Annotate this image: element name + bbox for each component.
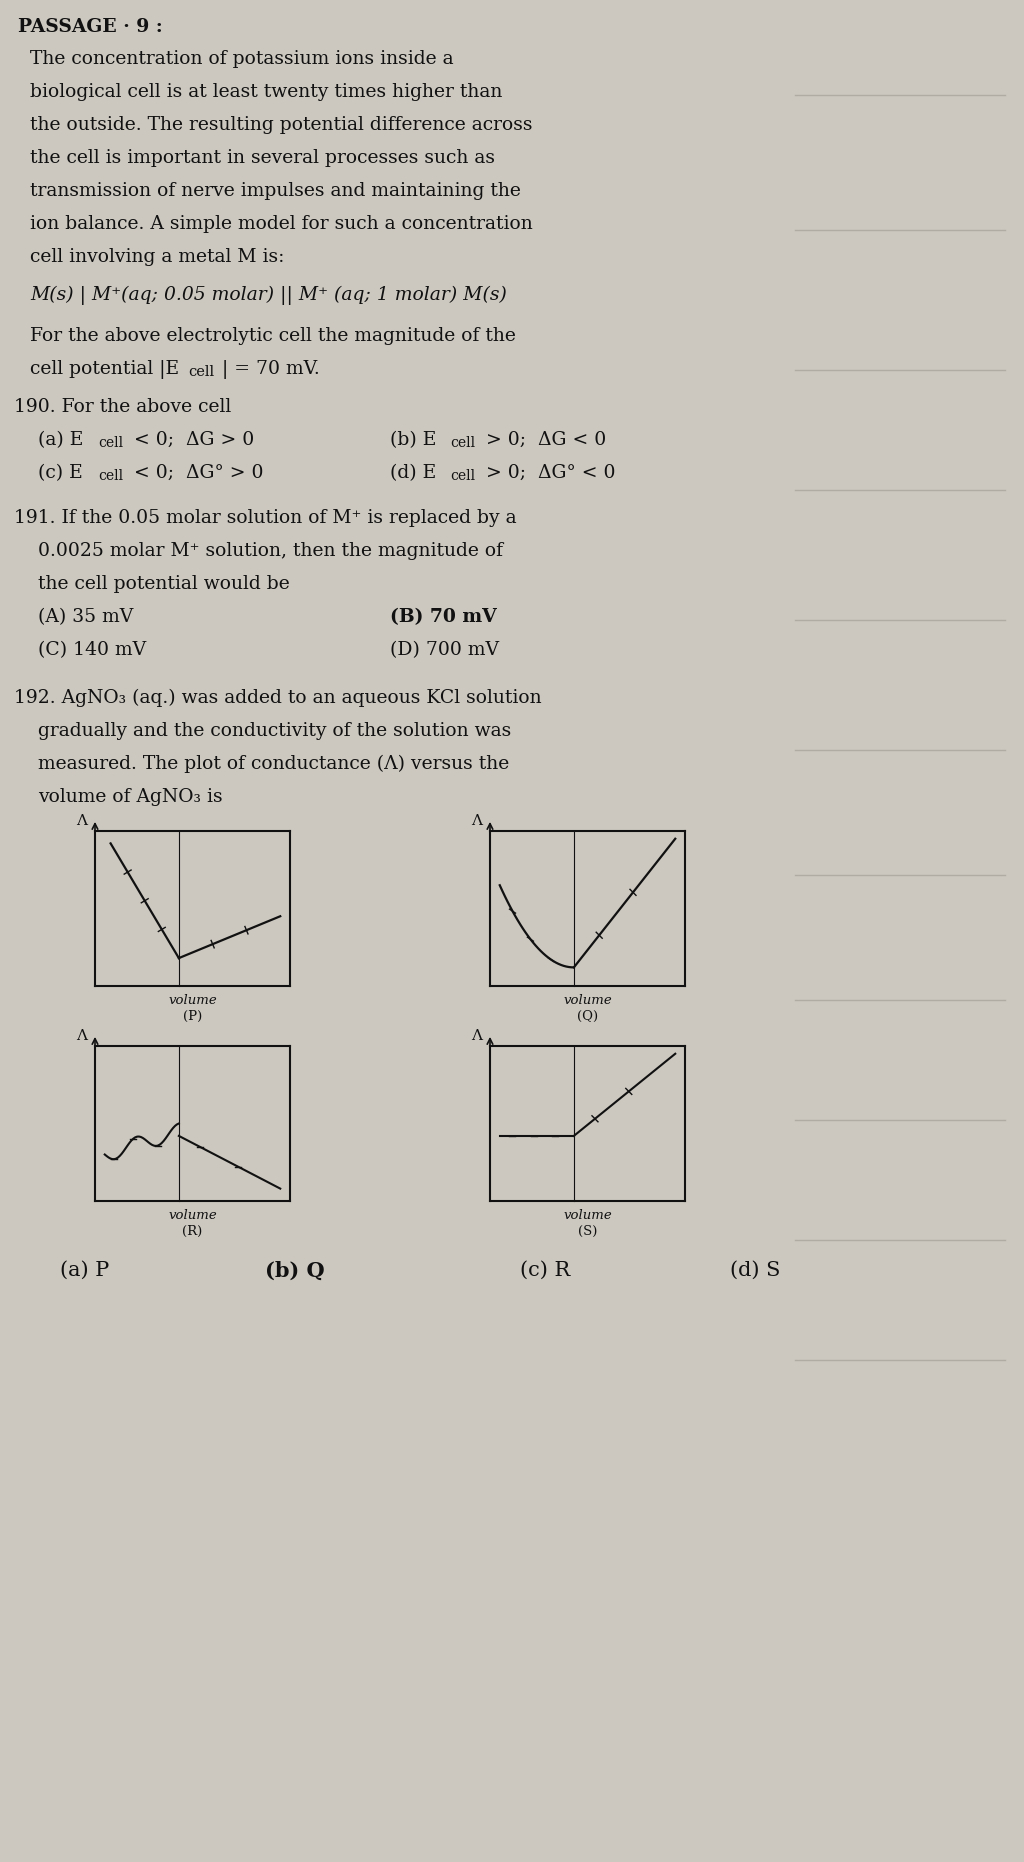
Text: > 0;  ΔG < 0: > 0; ΔG < 0 xyxy=(480,430,606,449)
Text: measured. The plot of conductance (Λ) versus the: measured. The plot of conductance (Λ) ve… xyxy=(38,754,509,773)
Text: | = 70 mV.: | = 70 mV. xyxy=(222,359,319,380)
Text: ion balance. A simple model for such a concentration: ion balance. A simple model for such a c… xyxy=(30,214,532,233)
Text: (P): (P) xyxy=(183,1009,202,1022)
Text: < 0;  ΔG° > 0: < 0; ΔG° > 0 xyxy=(128,464,263,482)
Text: (d) S: (d) S xyxy=(730,1261,780,1279)
Text: The concentration of potassium ions inside a: The concentration of potassium ions insi… xyxy=(30,50,454,69)
Text: 0.0025 molar M⁺ solution, then the magnitude of: 0.0025 molar M⁺ solution, then the magni… xyxy=(38,542,503,560)
Text: 192. AgNO₃ (aq.) was added to an aqueous KCl solution: 192. AgNO₃ (aq.) was added to an aqueous… xyxy=(14,689,542,708)
Text: volume: volume xyxy=(563,994,612,1007)
Text: (b) Q: (b) Q xyxy=(265,1261,325,1281)
Text: gradually and the conductivity of the solution was: gradually and the conductivity of the so… xyxy=(38,722,511,739)
Text: Λ: Λ xyxy=(471,814,482,829)
Text: cell: cell xyxy=(450,436,475,451)
Text: cell potential |E: cell potential |E xyxy=(30,359,179,380)
Text: (D) 700 mV: (D) 700 mV xyxy=(390,641,499,659)
Text: cell: cell xyxy=(450,469,475,482)
Text: (b) E: (b) E xyxy=(390,430,436,449)
Text: cell: cell xyxy=(98,436,123,451)
Text: 191. If the 0.05 molar solution of M⁺ is replaced by a: 191. If the 0.05 molar solution of M⁺ is… xyxy=(14,508,517,527)
Text: cell involving a metal M is:: cell involving a metal M is: xyxy=(30,248,285,266)
Text: cell: cell xyxy=(188,365,214,380)
Text: Λ: Λ xyxy=(76,1030,87,1043)
Text: > 0;  ΔG° < 0: > 0; ΔG° < 0 xyxy=(480,464,615,482)
Text: (S): (S) xyxy=(578,1225,597,1238)
Text: (R): (R) xyxy=(182,1225,203,1238)
Text: (a) E: (a) E xyxy=(38,430,83,449)
Text: volume: volume xyxy=(168,994,217,1007)
Text: biological cell is at least twenty times higher than: biological cell is at least twenty times… xyxy=(30,84,503,101)
Text: volume: volume xyxy=(563,1208,612,1221)
Text: 190. For the above cell: 190. For the above cell xyxy=(14,398,231,415)
Text: cell: cell xyxy=(98,469,123,482)
Text: the outside. The resulting potential difference across: the outside. The resulting potential dif… xyxy=(30,115,532,134)
Text: (B) 70 mV: (B) 70 mV xyxy=(390,609,497,626)
Text: Λ: Λ xyxy=(471,1030,482,1043)
Text: Λ: Λ xyxy=(76,814,87,829)
Text: (C) 140 mV: (C) 140 mV xyxy=(38,641,146,659)
Text: the cell potential would be: the cell potential would be xyxy=(38,575,290,592)
Text: the cell is important in several processes such as: the cell is important in several process… xyxy=(30,149,495,168)
Text: (a) P: (a) P xyxy=(60,1261,110,1279)
Text: For the above electrolytic cell the magnitude of the: For the above electrolytic cell the magn… xyxy=(30,328,516,344)
Text: (c) E: (c) E xyxy=(38,464,83,482)
Text: (c) R: (c) R xyxy=(520,1261,570,1279)
Text: (A) 35 mV: (A) 35 mV xyxy=(38,609,133,626)
Text: transmission of nerve impulses and maintaining the: transmission of nerve impulses and maint… xyxy=(30,182,521,199)
Text: M(s) | M⁺(aq; 0.05 molar) || M⁺ (aq; 1 molar) M(s): M(s) | M⁺(aq; 0.05 molar) || M⁺ (aq; 1 m… xyxy=(30,287,507,305)
Text: (d) E: (d) E xyxy=(390,464,436,482)
Text: volume of AgNO₃ is: volume of AgNO₃ is xyxy=(38,788,222,806)
Text: PASSAGE · 9 :: PASSAGE · 9 : xyxy=(18,19,163,35)
Text: volume: volume xyxy=(168,1208,217,1221)
Text: < 0;  ΔG > 0: < 0; ΔG > 0 xyxy=(128,430,254,449)
Text: (Q): (Q) xyxy=(577,1009,598,1022)
